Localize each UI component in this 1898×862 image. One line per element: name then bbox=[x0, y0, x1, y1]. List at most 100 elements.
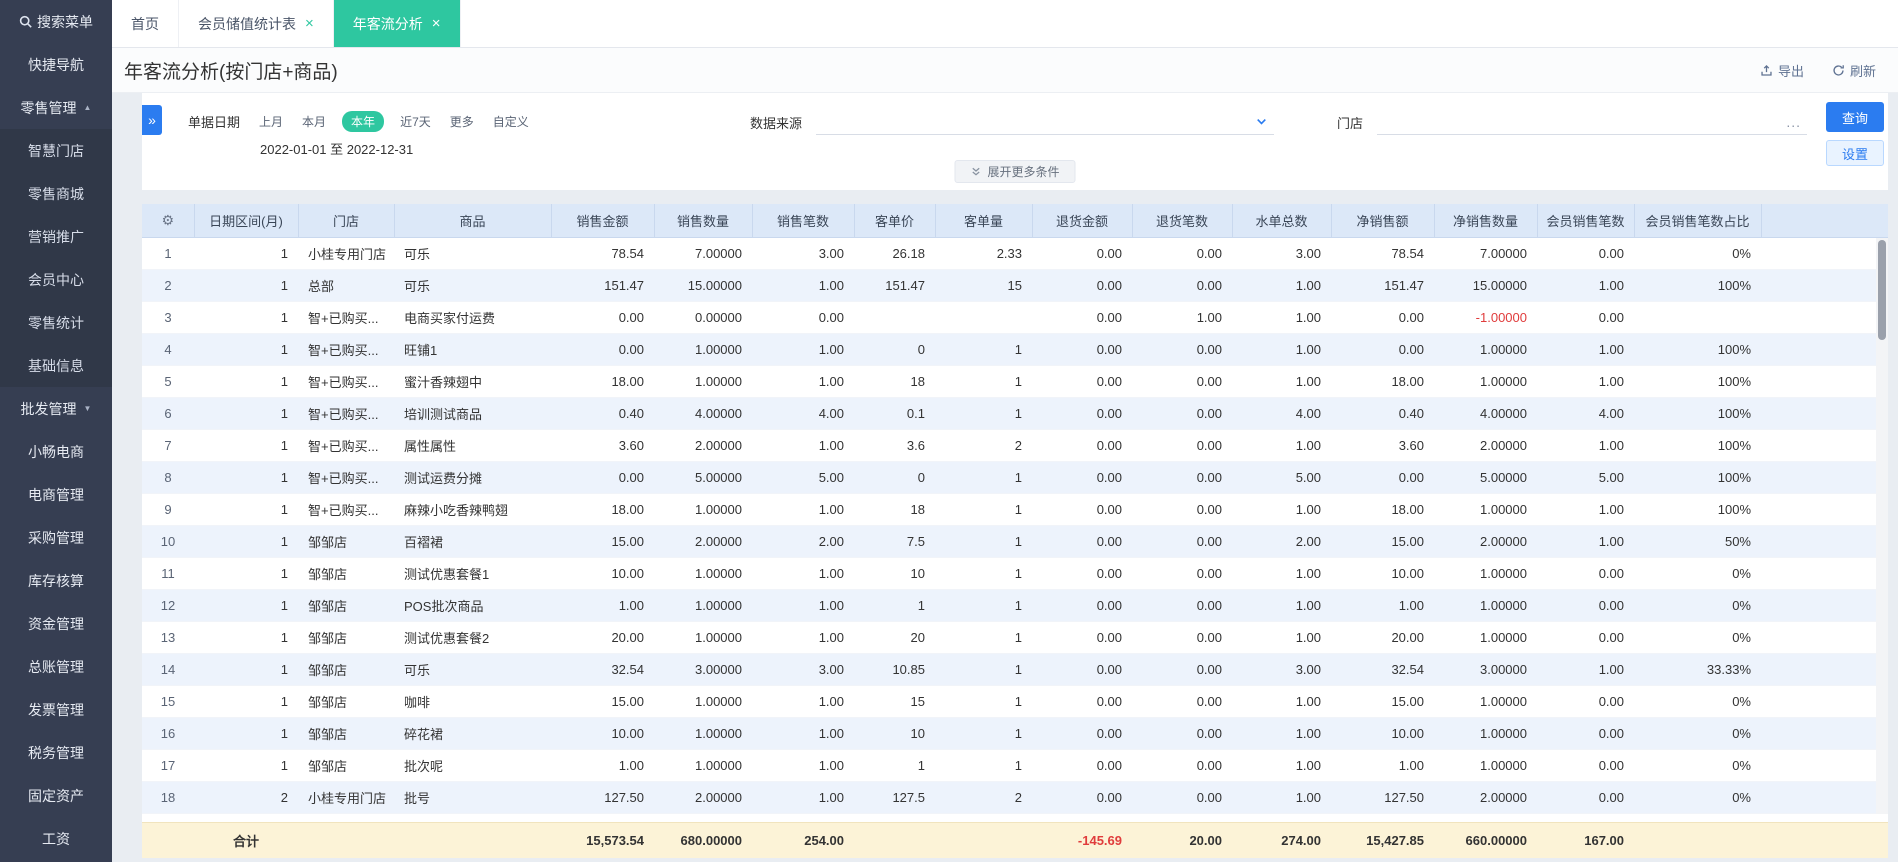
scrollbar-thumb[interactable] bbox=[1878, 240, 1886, 340]
table-row[interactable]: 15 1 邹邹店 咖啡 15.00 1.00000 1.00 15 1 0.00 0.00 1.00 1… bbox=[142, 685, 1888, 718]
query-button[interactable]: 查询 bbox=[1826, 102, 1884, 132]
sidebar-item-inventory-accounting[interactable]: 库存核算 bbox=[0, 559, 112, 602]
sidebar-item-smart-store[interactable]: 智慧门店 bbox=[0, 129, 112, 172]
column-header-sale_amount[interactable]: 销售金额 bbox=[551, 204, 655, 238]
refresh-button[interactable]: 刷新 bbox=[1832, 61, 1876, 80]
column-header-net_sale_amount[interactable]: 净销售额 bbox=[1331, 204, 1435, 238]
cell-month: 1 bbox=[194, 589, 298, 622]
table-row[interactable]: 2 1 总部 可乐 151.47 15.00000 1.00 151.47 15 0.00 0.00… bbox=[142, 269, 1888, 302]
close-icon[interactable]: × bbox=[431, 15, 441, 32]
sidebar-item-purchase-management[interactable]: 采购管理 bbox=[0, 516, 112, 559]
table-row[interactable]: 5 1 智+已购买... 蜜汁香辣翅中 18.00 1.00000 1.00 18 1 0.00 0… bbox=[142, 365, 1888, 398]
sidebar-item-marketing-promotion[interactable]: 营销推广 bbox=[0, 215, 112, 258]
column-header-qty_per_customer[interactable]: 客单量 bbox=[935, 204, 1033, 238]
table-row[interactable]: 11 1 邹邹店 测试优惠套餐1 10.00 1.00000 1.00 10 1 0.00 0.00… bbox=[142, 557, 1888, 590]
table-row[interactable]: 13 1 邹邹店 测试优惠套餐2 20.00 1.00000 1.00 20 1 0.00 0.00… bbox=[142, 621, 1888, 654]
export-button[interactable]: 导出 bbox=[1760, 61, 1804, 80]
sidebar-item-label: 总账管理 bbox=[28, 658, 84, 675]
sidebar-item-search-menu[interactable]: 搜索菜单 bbox=[0, 0, 112, 43]
column-header-store[interactable]: 门店 bbox=[298, 204, 395, 238]
sidebar-item-ecommerce-management[interactable]: 电商管理 bbox=[0, 473, 112, 516]
column-header-ticket_total[interactable]: 水单总数 bbox=[1232, 204, 1332, 238]
sidebar-item-retail-mall[interactable]: 零售商城 bbox=[0, 172, 112, 215]
cell-sale_qty: 0.00000 bbox=[654, 301, 752, 334]
vertical-scrollbar[interactable] bbox=[1876, 238, 1888, 814]
sidebar-item-basic-info[interactable]: 基础信息 bbox=[0, 344, 112, 387]
sidebar-item-payroll[interactable]: 工资 bbox=[0, 817, 112, 860]
cell-net_sale_qty: 2.00000 bbox=[1434, 781, 1537, 814]
cell-sale_count: 1.00 bbox=[752, 717, 854, 750]
cell-refund_amount: 0.00 bbox=[1032, 301, 1132, 334]
table-row[interactable]: 10 1 邹邹店 百褶裙 15.00 2.00000 2.00 7.5 1 0.00 0.00 2.0… bbox=[142, 525, 1888, 558]
table-row[interactable]: 12 1 邹邹店 POS批次商品 1.00 1.00000 1.00 1 1 0.00 0.00 1.… bbox=[142, 589, 1888, 622]
quick-date-this-month[interactable]: 本月 bbox=[302, 115, 327, 129]
expand-more-button[interactable]: 展开更多条件 bbox=[954, 160, 1076, 183]
cell-product: 麻辣小吃香辣鸭翅 bbox=[394, 493, 551, 526]
tab-annual-customer-flow[interactable]: 年客流分析 × bbox=[333, 0, 461, 47]
table-row[interactable]: 6 1 智+已购买... 培训测试商品 0.40 4.00000 4.00 0.1 1 0.00 0… bbox=[142, 397, 1888, 430]
cell-ticket_total: 1.00 bbox=[1232, 269, 1331, 302]
table-row[interactable]: 9 1 智+已购买... 麻辣小吃香辣鸭翅 18.00 1.00000 1.00 18 1 0.0… bbox=[142, 493, 1888, 526]
gear-icon[interactable]: ⚙ bbox=[161, 211, 175, 228]
sidebar-item-member-center[interactable]: 会员中心 bbox=[0, 258, 112, 301]
tab-member-stored-value-report[interactable]: 会员储值统计表 × bbox=[179, 0, 334, 47]
column-header-sale_count[interactable]: 销售笔数 bbox=[752, 204, 855, 238]
cell-store: 邹邹店 bbox=[298, 621, 394, 654]
ellipsis-button[interactable]: ... bbox=[1786, 113, 1802, 130]
sidebar-item-xiaochang-ecommerce[interactable]: 小畅电商 bbox=[0, 430, 112, 473]
quick-date-more[interactable]: 更多 bbox=[449, 115, 474, 129]
table-row[interactable]: 18 2 小桂专用门店 批号 127.50 2.00000 1.00 127.5 2 0.00 0.… bbox=[142, 781, 1888, 814]
column-header-month[interactable]: 日期区间(月) bbox=[194, 204, 299, 238]
sidebar-item-retail-management[interactable]: 零售管理 ▲ bbox=[0, 86, 112, 129]
sidebar-item-general-ledger[interactable]: 总账管理 bbox=[0, 645, 112, 688]
table-row[interactable]: 17 1 邹邹店 批次呢 1.00 1.00000 1.00 1 1 0.00 0.00 1.00 1.… bbox=[142, 749, 1888, 782]
table-row[interactable]: 16 1 邹邹店 碎花裙 10.00 1.00000 1.00 10 1 0.00 0.00 1.00… bbox=[142, 717, 1888, 750]
quick-date-custom[interactable]: 自定义 bbox=[492, 115, 529, 129]
column-header-net_sale_qty[interactable]: 净销售数量 bbox=[1434, 204, 1538, 238]
table-row[interactable]: 1 1 小桂专用门店 可乐 78.54 7.00000 3.00 26.18 2.33 0.00 0… bbox=[142, 237, 1888, 270]
column-header-refund_amount[interactable]: 退货金额 bbox=[1032, 204, 1133, 238]
column-header-member_sale_ratio[interactable]: 会员销售笔数占比 bbox=[1634, 204, 1762, 238]
cell-refund_count: 0.00 bbox=[1132, 493, 1232, 526]
column-header-member_sale_count[interactable]: 会员销售笔数 bbox=[1537, 204, 1635, 238]
sidebar-item-fund-management[interactable]: 资金管理 bbox=[0, 602, 112, 645]
column-header-rownum[interactable]: ⚙ bbox=[142, 204, 195, 238]
quick-date-this-year[interactable]: 本年 bbox=[342, 111, 385, 132]
table-row[interactable]: 7 1 智+已购买... 属性属性 3.60 2.00000 1.00 3.6 2 0.00 0.0… bbox=[142, 429, 1888, 462]
sidebar-item-wholesale-management[interactable]: 批发管理 ▼ bbox=[0, 387, 112, 430]
cell-member_sale_ratio: 100% bbox=[1634, 493, 1761, 526]
settings-button[interactable]: 设置 bbox=[1826, 140, 1884, 166]
sidebar-item-label: 固定资产 bbox=[28, 787, 84, 804]
cell-net_sale_amount: 32.54 bbox=[1331, 653, 1434, 686]
tab-home[interactable]: 首页 bbox=[112, 0, 179, 47]
sidebar-item-quick-nav[interactable]: 快捷导航 bbox=[0, 43, 112, 86]
quick-date-last-month[interactable]: 上月 bbox=[259, 115, 284, 129]
column-header-product[interactable]: 商品 bbox=[394, 204, 552, 238]
sidebar-item-retail-statistics[interactable]: 零售统计 bbox=[0, 301, 112, 344]
sidebar-item-invoice-management[interactable]: 发票管理 bbox=[0, 688, 112, 731]
table-row[interactable]: 4 1 智+已购买... 旺铺1 0.00 1.00000 1.00 0 1 0.00 0.00 1.… bbox=[142, 333, 1888, 366]
column-header-refund_count[interactable]: 退货笔数 bbox=[1132, 204, 1233, 238]
data-source-select[interactable] bbox=[816, 109, 1275, 135]
column-header-price_per_customer[interactable]: 客单价 bbox=[854, 204, 936, 238]
column-header-sale_qty[interactable]: 销售数量 bbox=[654, 204, 753, 238]
cell-net_sale_qty: 2.00000 bbox=[1434, 525, 1537, 558]
table-row[interactable]: 14 1 邹邹店 可乐 32.54 3.00000 3.00 10.85 1 0.00 0.00 3.… bbox=[142, 653, 1888, 686]
close-icon[interactable]: × bbox=[305, 15, 314, 32]
cell-store: 智+已购买... bbox=[298, 429, 394, 462]
table-row[interactable]: 3 1 智+已购买... 电商买家付运费 0.00 0.00000 0.00 0.00 1.00… bbox=[142, 301, 1888, 334]
store-input[interactable]: ... bbox=[1377, 109, 1808, 135]
table-row[interactable]: 8 1 智+已购买... 测试运费分摊 0.00 5.00000 5.00 0 1 0.00 0.0… bbox=[142, 461, 1888, 494]
quick-date-last-7-days[interactable]: 近7天 bbox=[400, 115, 431, 129]
total-net_sale_qty: 660.00000 bbox=[1434, 821, 1537, 858]
cell-member_sale_count: 0.00 bbox=[1537, 557, 1634, 590]
cell-refund_amount: 0.00 bbox=[1032, 653, 1132, 686]
sidebar-item-fixed-assets[interactable]: 固定资产 bbox=[0, 774, 112, 817]
cell-price_per_customer: 10 bbox=[854, 717, 935, 750]
collapse-panel-button[interactable]: » bbox=[142, 105, 162, 135]
sidebar-item-tax-management[interactable]: 税务管理 bbox=[0, 731, 112, 774]
cell-member_sale_ratio: 50% bbox=[1634, 525, 1761, 558]
cell-net_sale_amount: 0.40 bbox=[1331, 397, 1434, 430]
filter-actions: 查询 设置 bbox=[1826, 102, 1884, 166]
cell-refund_count: 0.00 bbox=[1132, 781, 1232, 814]
